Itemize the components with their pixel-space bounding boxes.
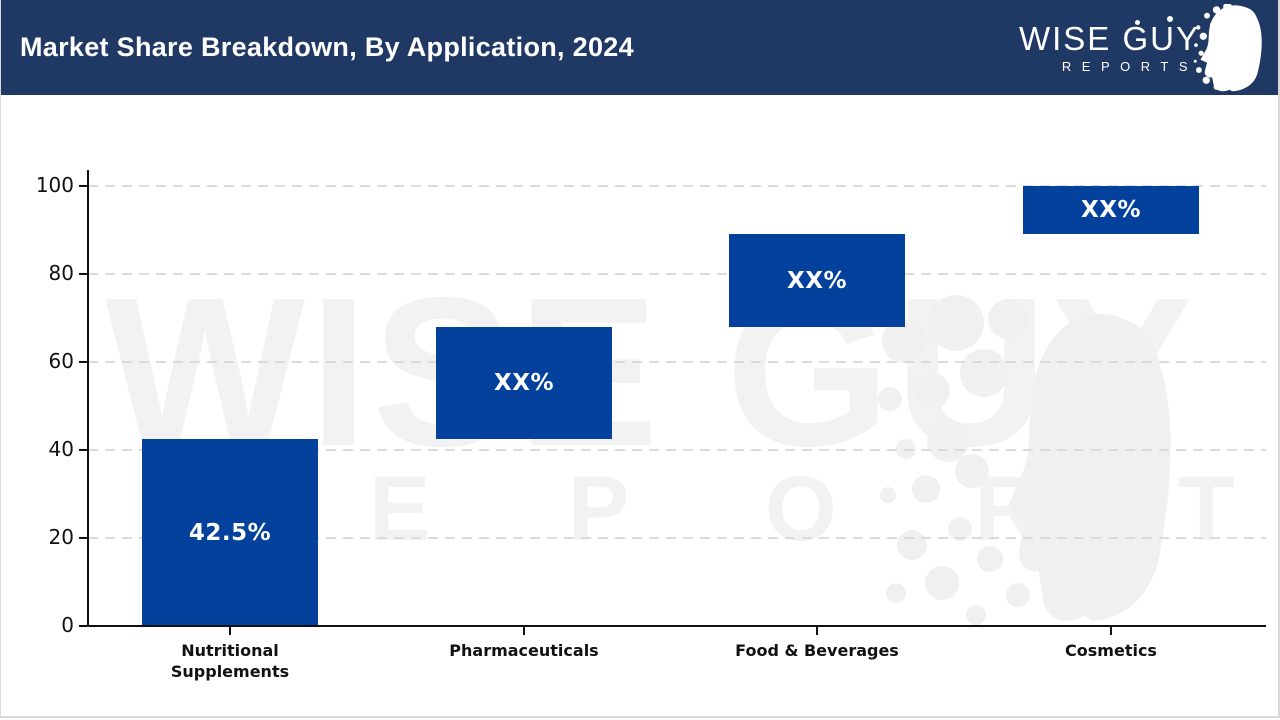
watermark-head-icon	[878, 295, 1171, 625]
y-tick-label: 60	[48, 349, 74, 373]
gridline	[88, 273, 1266, 275]
category-label: Pharmaceuticals	[394, 640, 654, 661]
bar-value-label: XX%	[786, 267, 847, 294]
y-tick-label: 100	[35, 173, 74, 197]
bar-segment-pharmaceuticals: XX%	[436, 326, 612, 439]
wiseguy-logo: WISE GUY REPORTS	[1019, 4, 1272, 92]
wiseguy-head-icon	[1193, 4, 1262, 92]
y-tick	[79, 361, 88, 363]
gridline	[88, 449, 1266, 451]
logo-dot-icon	[1166, 16, 1173, 22]
category-label: Nutritional Supplements	[100, 640, 360, 682]
y-axis-spine	[87, 170, 89, 627]
gridline	[88, 537, 1266, 539]
category-label: Cosmetics	[981, 640, 1241, 661]
category-label-line: Nutritional	[181, 641, 279, 660]
category-label-line: Supplements	[170, 662, 290, 681]
gridline	[88, 361, 1266, 363]
x-axis-spine	[87, 625, 1266, 627]
page-title: Market Share Breakdown, By Application, …	[20, 32, 634, 62]
y-tick	[79, 625, 88, 627]
gridline	[88, 185, 1266, 187]
bar-value-label: 42.5%	[188, 519, 272, 546]
logo-subtitle: REPORTS	[1061, 59, 1198, 74]
y-tick	[79, 449, 88, 451]
category-label-line: Cosmetics	[1065, 641, 1157, 660]
y-tick	[79, 537, 88, 539]
wiseguy-logo-text: WISE GUY REPORTS	[1018, 20, 1200, 75]
y-tick-label: 0	[61, 613, 74, 637]
x-tick	[1110, 627, 1112, 635]
y-tick-label: 80	[48, 261, 74, 285]
y-tick-label: 40	[48, 437, 74, 461]
chart-area: WISE GUY R E P O R T S 02040608010042.5%…	[0, 95, 1280, 720]
y-tick	[79, 185, 88, 187]
logo-dot-icon	[1134, 20, 1140, 25]
category-label-line: Pharmaceuticals	[449, 641, 599, 660]
bar-segment-cosmetics: XX%	[1023, 186, 1199, 235]
category-label: Food & Beverages	[687, 640, 947, 661]
report-header: Market Share Breakdown, By Application, …	[0, 0, 1280, 95]
bar-segment-food-beverages: XX%	[729, 234, 905, 327]
bar-value-label: XX%	[493, 369, 554, 396]
bar-value-label: XX%	[1080, 197, 1141, 224]
category-label-line: Food & Beverages	[735, 641, 899, 660]
x-tick	[523, 627, 525, 635]
watermark-subtitle: R E P O R T S	[165, 458, 1280, 560]
x-tick	[229, 627, 231, 635]
logo-wordmark: WISE GUY	[1018, 20, 1200, 57]
y-tick	[79, 273, 88, 275]
x-tick	[816, 627, 818, 635]
y-tick-label: 20	[48, 525, 74, 549]
bar-segment-nutritional-supplements: 42.5%	[142, 439, 318, 626]
